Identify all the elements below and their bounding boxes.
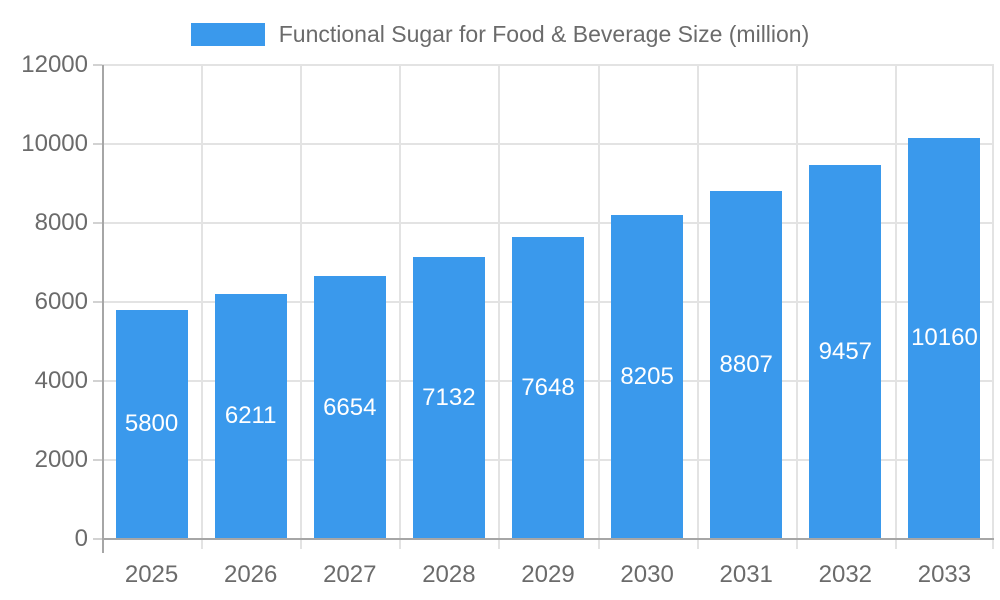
bar-value-label: 9457 <box>818 338 873 366</box>
y-axis-line <box>102 65 104 553</box>
x-tick-label: 2029 <box>521 561 575 588</box>
legend[interactable]: Functional Sugar for Food & Beverage Siz… <box>0 20 1000 48</box>
bar: 8205 <box>611 214 684 539</box>
bar-value-label: 10160 <box>911 324 978 352</box>
bar-value-label: 5800 <box>124 410 179 438</box>
x-tick-label: 2028 <box>422 561 476 588</box>
h-gridline <box>102 222 994 224</box>
legend-swatch-icon <box>190 22 265 46</box>
bar: 7132 <box>412 257 485 539</box>
y-axis-tick <box>93 64 102 66</box>
bar: 7648 <box>512 236 584 539</box>
bar-value-label: 7648 <box>521 373 575 401</box>
x-tick-label: 2033 <box>917 561 972 588</box>
bar: 6211 <box>214 293 287 539</box>
bar: 8807 <box>710 191 783 539</box>
x-tick-label: 2027 <box>323 561 377 588</box>
x-axis-line <box>102 538 994 540</box>
y-tick-label: 8000 <box>34 209 88 236</box>
y-axis-tick <box>93 380 102 382</box>
y-tick-label: 10000 <box>21 130 88 157</box>
bar-value-label: 6211 <box>224 402 277 430</box>
y-tick-label: 12000 <box>21 51 88 78</box>
y-tick-label: 2000 <box>34 446 88 473</box>
h-gridline <box>102 64 994 66</box>
bar: 5800 <box>115 309 188 539</box>
y-axis-tick <box>93 538 102 540</box>
v-gridline <box>894 65 897 549</box>
y-tick-label: 6000 <box>34 288 88 315</box>
bar-value-label: 7132 <box>422 384 476 412</box>
y-tick-label: 0 <box>74 525 88 552</box>
x-tick-label: 2025 <box>124 561 179 588</box>
bar: 10160 <box>908 137 981 539</box>
x-tick-label: 2031 <box>719 561 773 588</box>
y-axis-tick <box>93 301 102 303</box>
v-gridline <box>992 65 994 549</box>
bar-value-label: 8807 <box>719 351 773 379</box>
bar: 9457 <box>809 165 882 539</box>
y-tick-label: 4000 <box>34 367 88 394</box>
bar-value-label: 8205 <box>620 362 674 390</box>
v-gridline <box>597 65 600 549</box>
v-gridline <box>795 65 798 549</box>
bar-value-label: 6654 <box>323 393 377 421</box>
legend-label: Functional Sugar for Food & Beverage Siz… <box>278 21 810 47</box>
bar: 6654 <box>313 276 386 539</box>
v-gridline <box>300 65 303 549</box>
y-axis-tick <box>93 222 102 224</box>
y-axis-tick <box>93 459 102 461</box>
v-gridline <box>201 65 204 549</box>
plot-area: 0 2000 4000 6000 8000 10000 12000 5800 6211 6654 7… <box>21 51 994 588</box>
h-gridline <box>102 143 994 145</box>
y-axis-tick <box>93 143 102 145</box>
x-tick-label: 2032 <box>818 561 873 588</box>
v-gridline <box>498 65 501 549</box>
x-tick-label: 2030 <box>620 561 674 588</box>
v-gridline <box>399 65 402 549</box>
x-tick-label: 2026 <box>223 561 278 588</box>
v-gridline <box>696 65 699 549</box>
